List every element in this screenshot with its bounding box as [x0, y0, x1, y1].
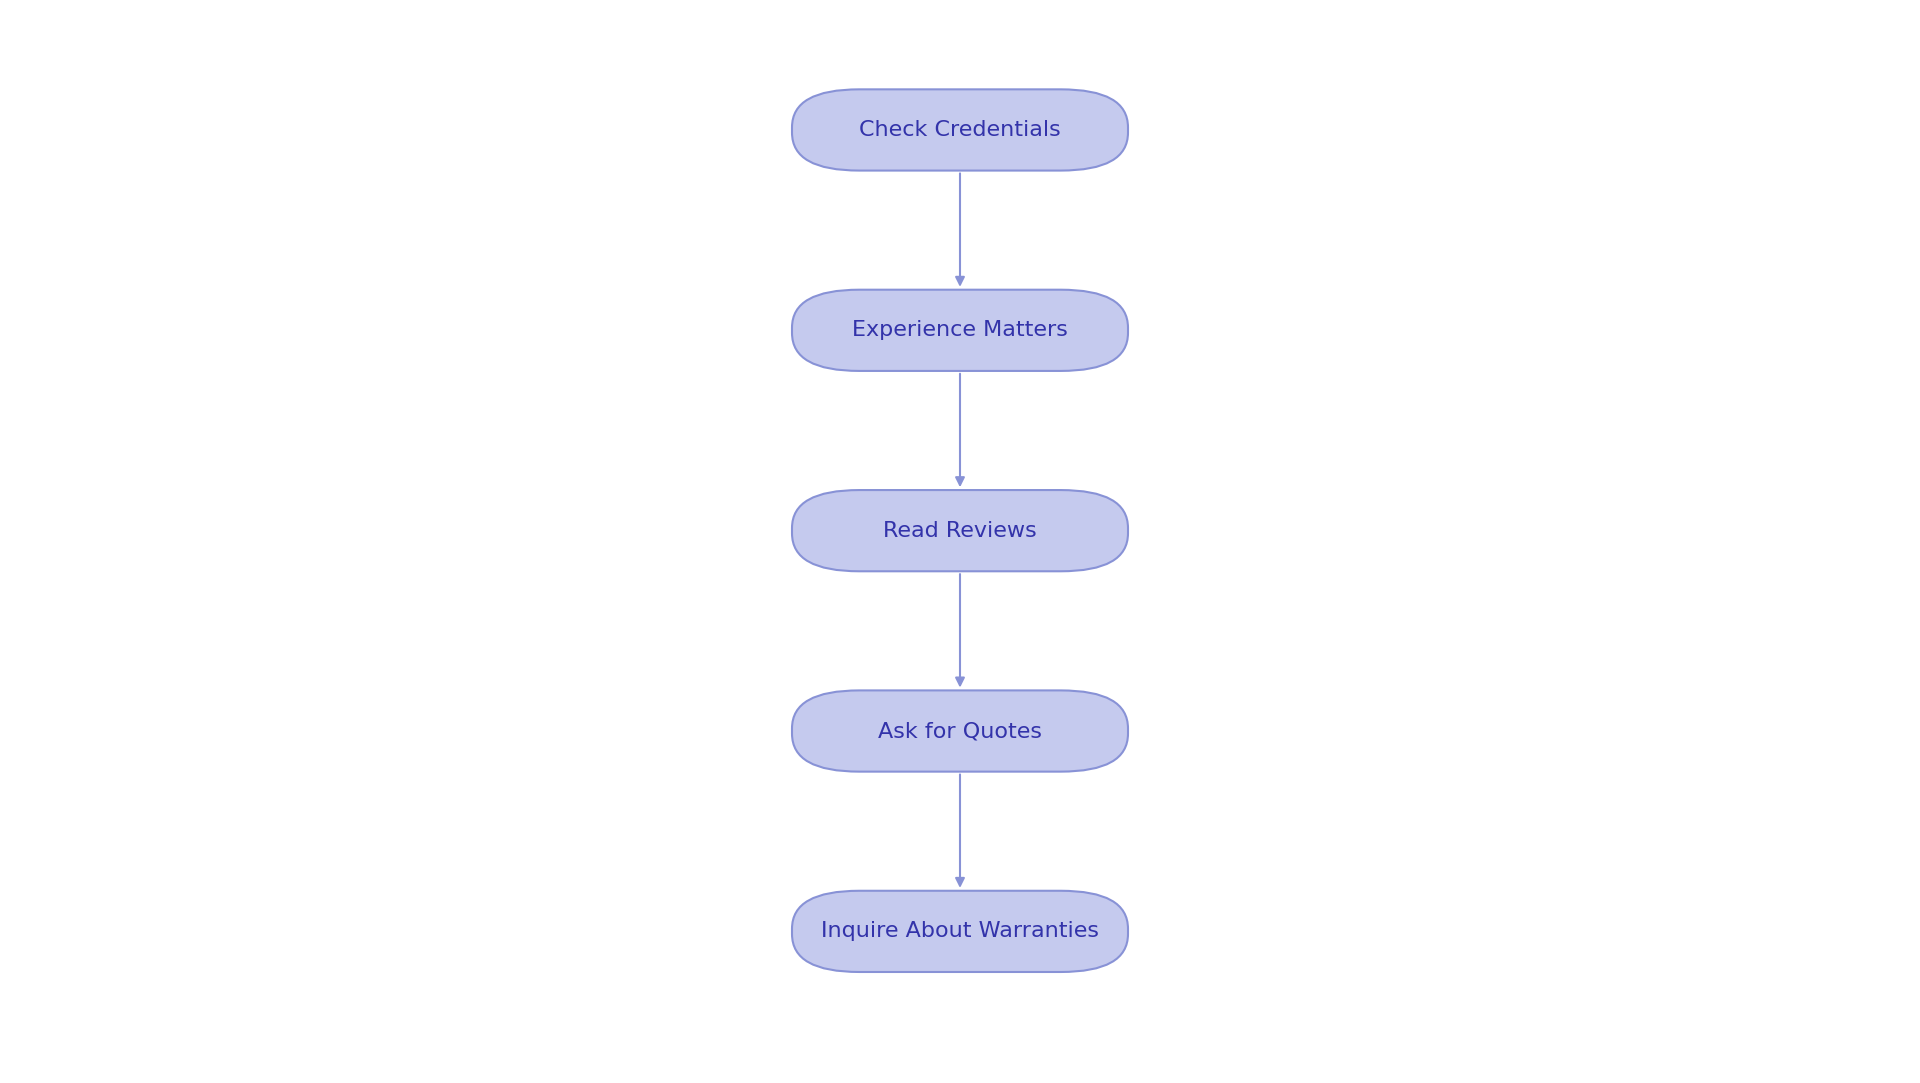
Text: Inquire About Warranties: Inquire About Warranties	[822, 922, 1098, 941]
Text: Experience Matters: Experience Matters	[852, 321, 1068, 340]
FancyBboxPatch shape	[791, 890, 1127, 973]
FancyBboxPatch shape	[791, 90, 1127, 170]
FancyBboxPatch shape	[791, 289, 1127, 370]
Text: Check Credentials: Check Credentials	[858, 120, 1062, 140]
Text: Read Reviews: Read Reviews	[883, 521, 1037, 540]
FancyBboxPatch shape	[791, 691, 1127, 771]
FancyBboxPatch shape	[791, 490, 1127, 572]
Text: Ask for Quotes: Ask for Quotes	[877, 721, 1043, 741]
